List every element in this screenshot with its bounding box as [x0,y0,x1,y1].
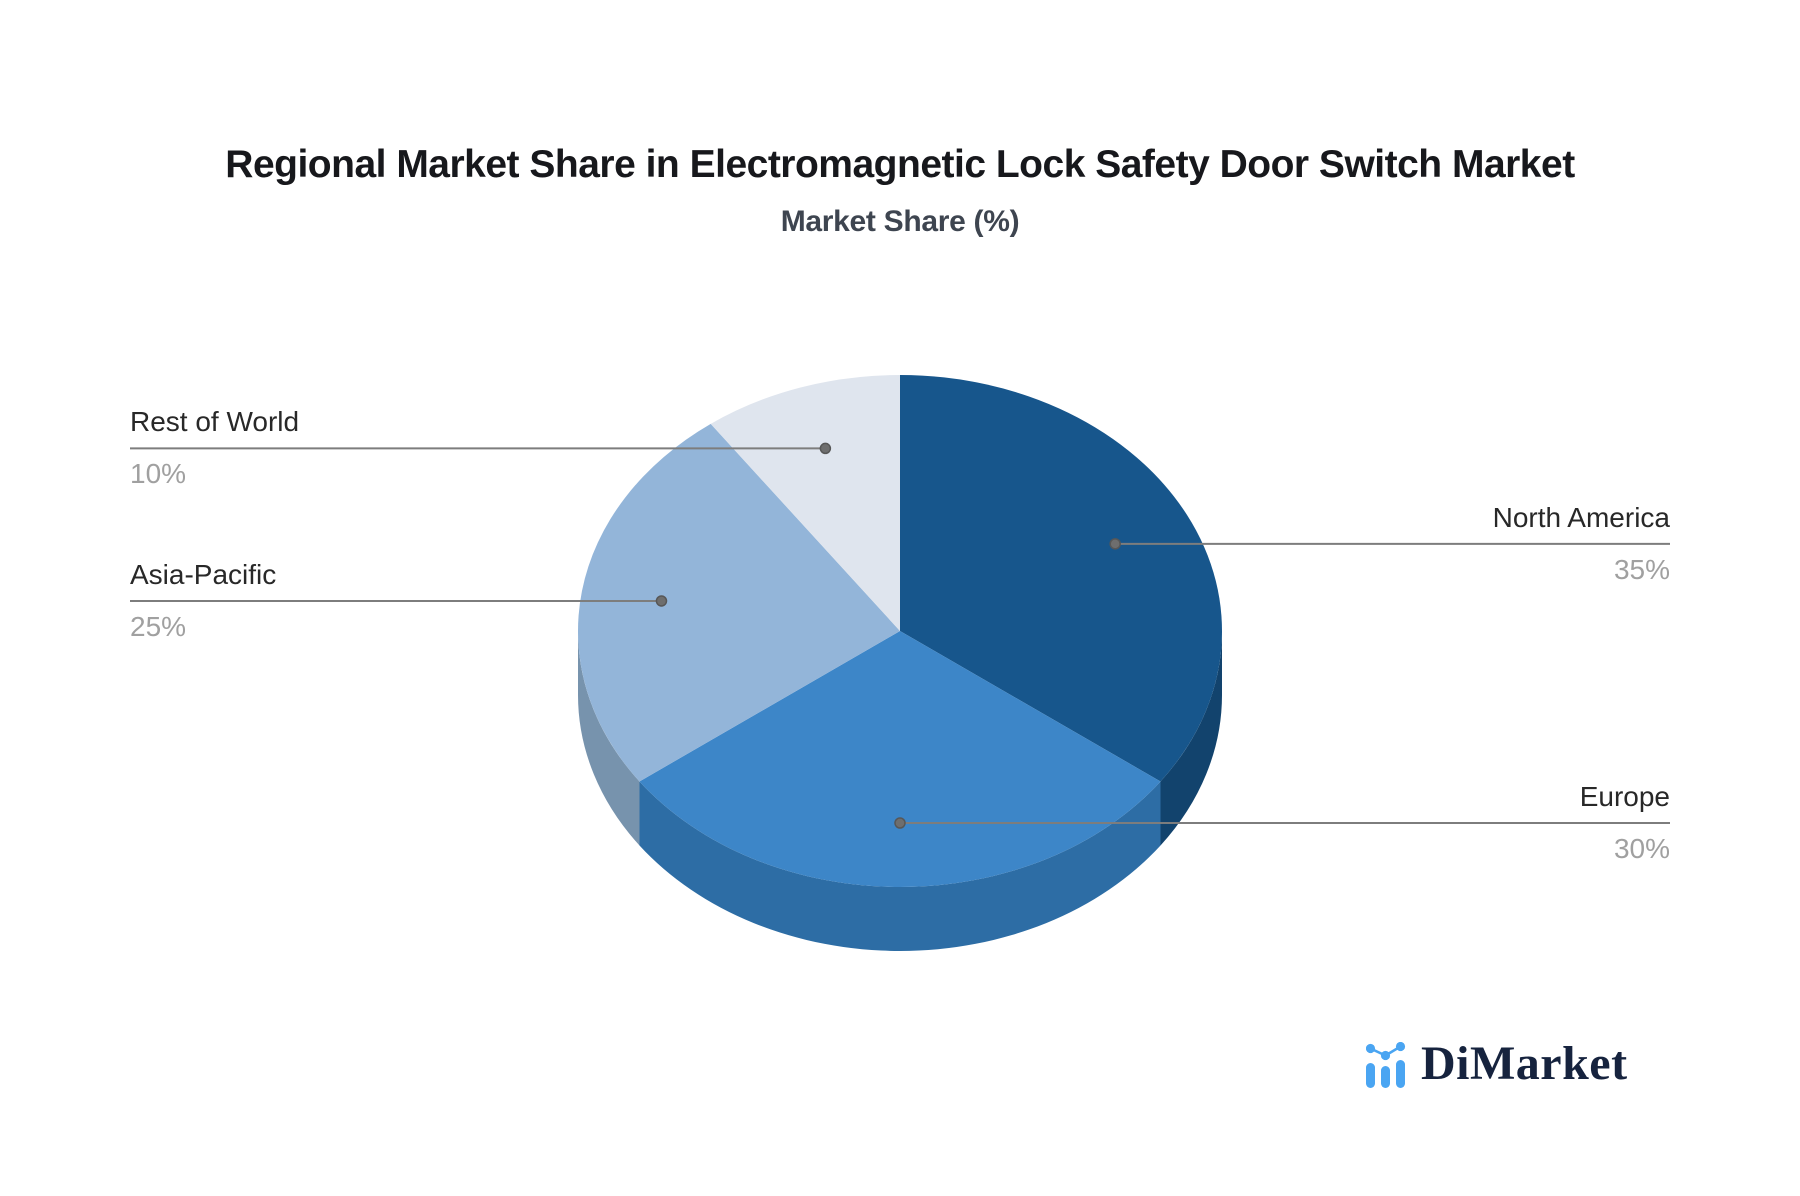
chart-subtitle: Market Share (%) [780,205,1020,238]
bar-chart-trend-icon [1366,1042,1406,1088]
slice-percent-europe: 30% [1613,833,1670,864]
slice-label-asia-pacific: Asia-Pacific [130,559,277,590]
brand-name: DiMarket [1421,1037,1628,1090]
chart-title: Regional Market Share in Electromagnetic… [225,143,1575,186]
label-europe: Europe 30% [1580,780,1670,866]
slice-label-rest-of-world: Rest of World [130,406,300,437]
label-rest-of-world: Rest of World 10% [130,405,299,491]
brand-logo: DiMarket [1366,1040,1628,1088]
slice-percent-asia-pacific: 25% [130,611,187,642]
slice-percent-north-america: 35% [1613,554,1670,585]
slice-label-europe: Europe [1579,781,1670,812]
label-north-america: North America 35% [1493,501,1670,587]
label-asia-pacific: Asia-Pacific 25% [130,558,276,644]
slice-percent-rest-of-world: 10% [130,458,187,489]
slice-label-north-america: North America [1492,502,1670,533]
